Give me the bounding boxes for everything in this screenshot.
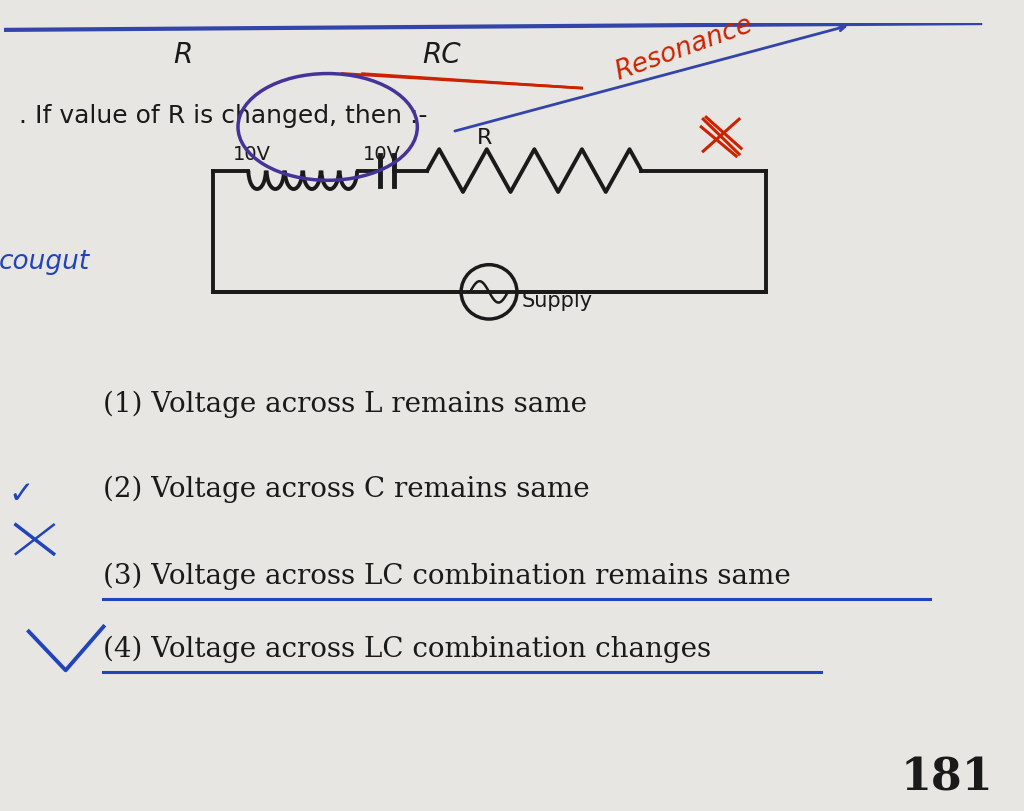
Text: (2) Voltage across C remains same: (2) Voltage across C remains same bbox=[103, 474, 590, 502]
Text: Supply: Supply bbox=[522, 291, 593, 311]
Text: . If value of R is changed, then :-: . If value of R is changed, then :- bbox=[18, 104, 427, 128]
Text: 10V: 10V bbox=[362, 144, 400, 164]
Text: (3) Voltage across LC combination remains same: (3) Voltage across LC combination remain… bbox=[103, 562, 792, 590]
Text: 10V: 10V bbox=[233, 144, 271, 164]
Text: R: R bbox=[173, 41, 193, 69]
Text: 181: 181 bbox=[900, 756, 993, 799]
Text: ✓: ✓ bbox=[9, 480, 35, 508]
Text: RC: RC bbox=[422, 41, 461, 69]
Text: Resonance: Resonance bbox=[611, 11, 757, 85]
Text: (4) Voltage across LC combination changes: (4) Voltage across LC combination change… bbox=[103, 634, 712, 662]
Text: cougut: cougut bbox=[0, 248, 90, 274]
Text: R: R bbox=[477, 128, 493, 148]
Text: (1) Voltage across L remains same: (1) Voltage across L remains same bbox=[103, 390, 588, 418]
